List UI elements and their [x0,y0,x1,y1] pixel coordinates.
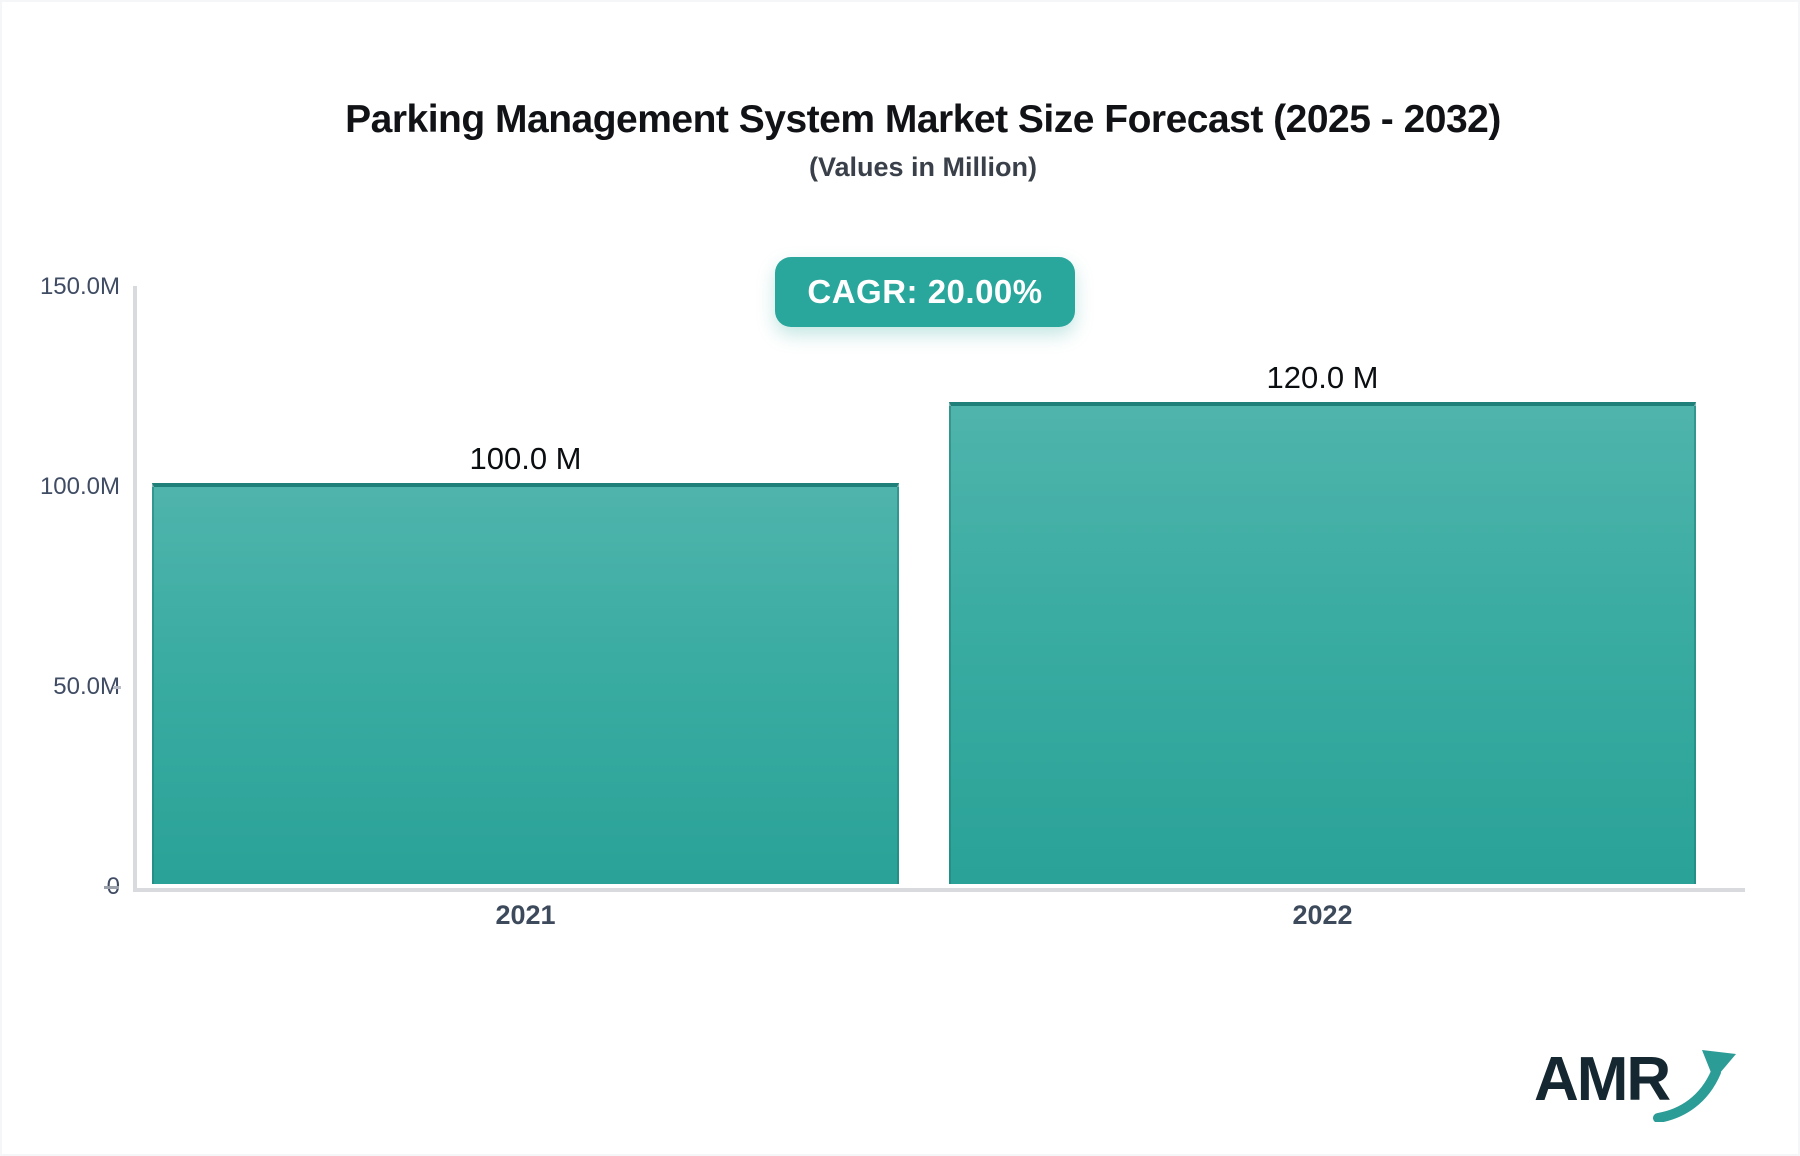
amr-logo: AMR [1534,1032,1754,1132]
axis-tick [113,686,121,689]
bar-value-label: 120.0 M [1266,360,1379,395]
axis-tick [104,886,119,889]
x-axis-baseline [133,888,1745,892]
trend-up-arrow-icon [1652,1038,1738,1127]
amr-logo-text: AMR [1534,1045,1671,1114]
y-tick-label: 100.0M [39,473,120,500]
bar-2022 [949,402,1696,884]
chart-subtitle: (Values in Million) [808,152,1038,182]
y-tick-label: 150.0M [39,273,120,300]
y-tick-label: 50.0M [53,673,120,700]
x-axis-label-2022: 2022 [1292,900,1353,930]
chart-title: Parking Management System Market Size Fo… [345,98,1501,141]
bar-2021 [152,483,899,884]
bar-value-label: 100.0 M [469,441,582,476]
y-axis-line [133,286,137,892]
cagr-badge: CAGR: 20.00% [775,257,1075,327]
x-axis-label-2021: 2021 [495,900,556,930]
